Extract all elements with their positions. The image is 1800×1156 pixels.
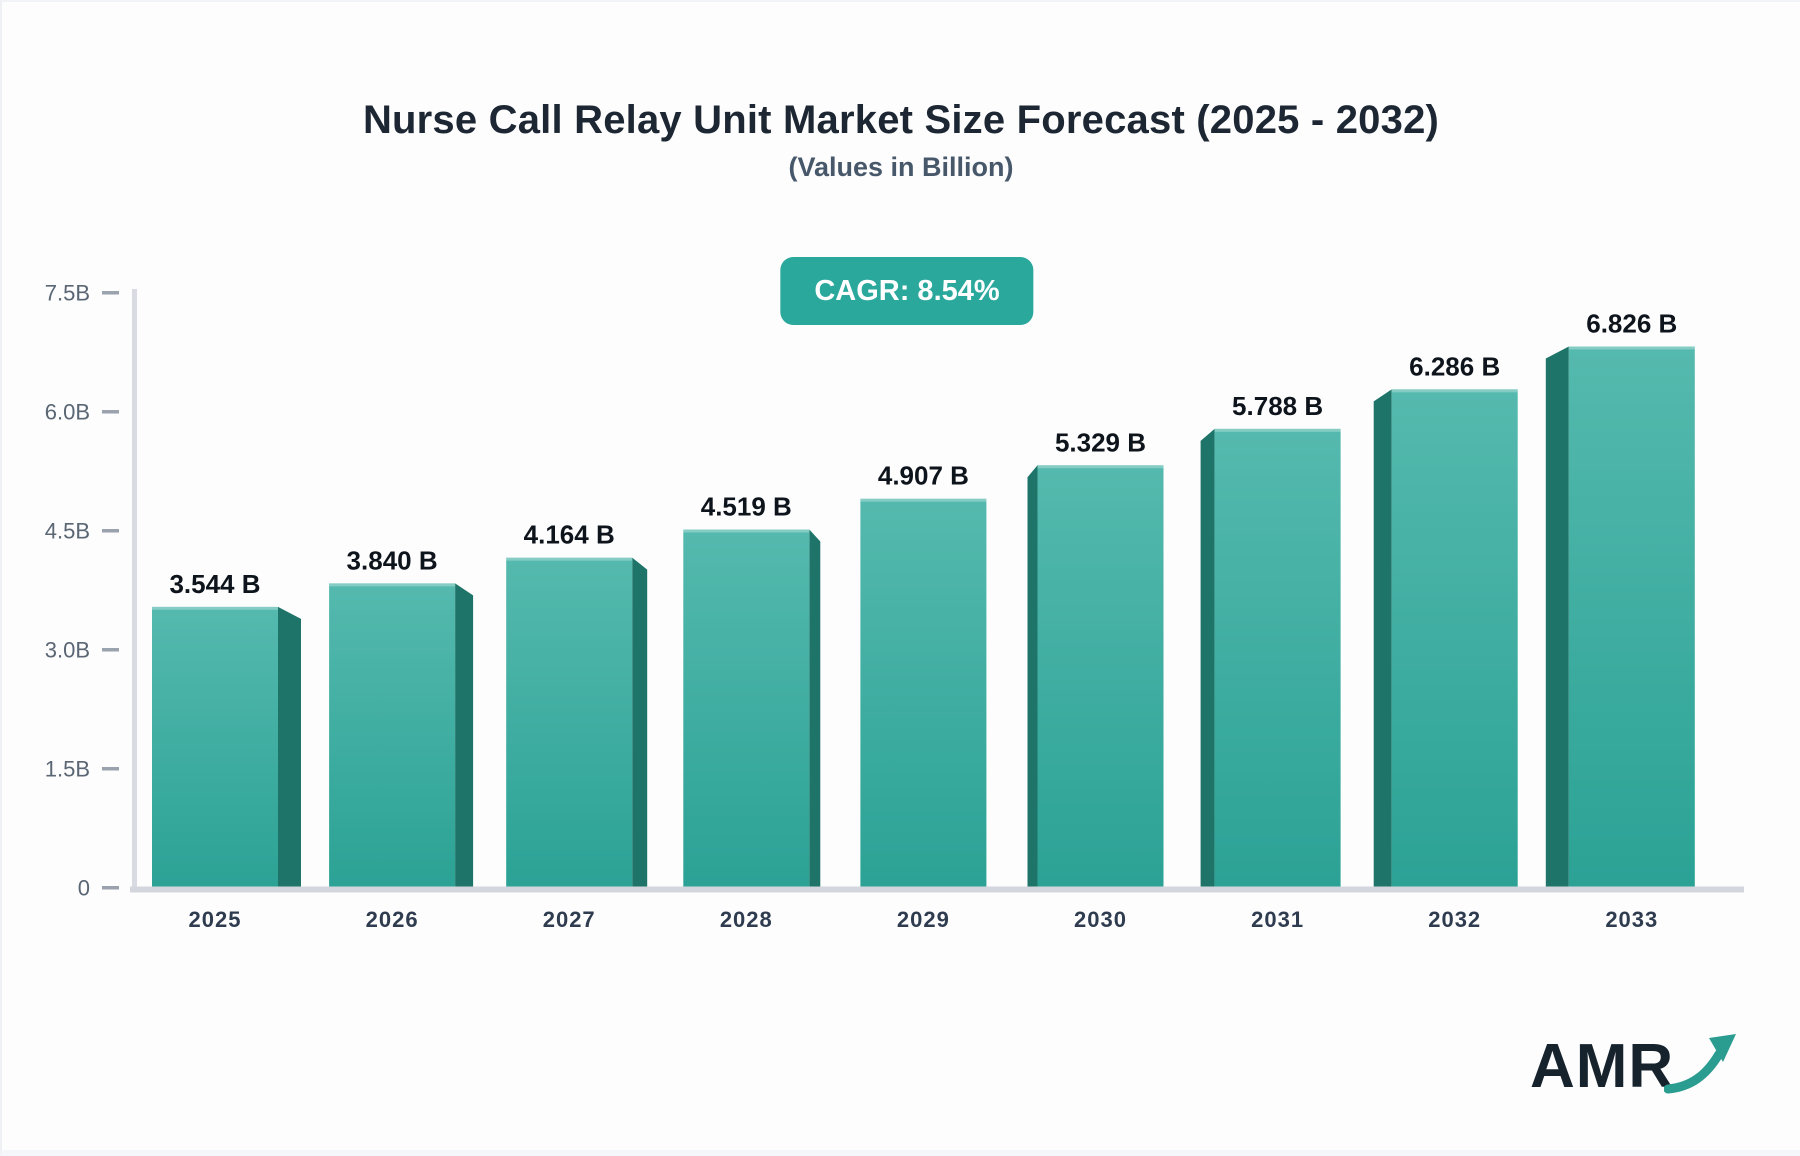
- x-axis-label: 2030: [1074, 907, 1127, 932]
- bar-top-edge: [329, 583, 456, 587]
- bar-front-face: [1568, 346, 1695, 888]
- bar-top-edge: [1214, 428, 1341, 432]
- bar-front-face: [860, 498, 987, 888]
- bar-value-label: 3.544 B: [169, 569, 260, 599]
- bar-group-2029: 4.907 B 2029: [860, 461, 987, 932]
- bar-value-label: 5.788 B: [1232, 391, 1323, 421]
- y-axis-tick-label: 3.0B: [45, 638, 90, 663]
- tick-mark: [102, 410, 119, 414]
- bar-group-2027: 4.164 B 2027: [506, 520, 648, 932]
- bar-top-edge: [1391, 389, 1518, 393]
- tick-mark: [102, 648, 119, 652]
- bar-value-label: 4.907 B: [878, 461, 969, 491]
- tick-mark: [102, 886, 119, 890]
- bar-front-face: [1391, 389, 1518, 888]
- bar-group-2031: 5.788 B 2031: [1200, 391, 1341, 932]
- tick-mark: [102, 529, 119, 533]
- logo-text: AMR: [1530, 1032, 1675, 1101]
- x-axis-label: 2026: [366, 907, 419, 932]
- y-axis-tick-label: 0: [78, 876, 90, 901]
- bar-side-face: [1545, 346, 1569, 888]
- y-axis-line: [132, 289, 137, 888]
- bar-side-face: [809, 529, 821, 888]
- bar-top-edge: [683, 529, 810, 533]
- tick-mark: [102, 291, 119, 295]
- x-axis-label: 2025: [189, 907, 242, 932]
- bar-front-face: [1037, 465, 1164, 888]
- bar-group-2033: 6.826 B 2033: [1545, 308, 1695, 932]
- bar-group-2032: 6.286 B 2032: [1373, 351, 1518, 932]
- bar-value-label: 5.329 B: [1055, 427, 1146, 457]
- bar-top-edge: [506, 557, 633, 561]
- x-axis-label: 2028: [720, 907, 773, 932]
- bar-front-face: [683, 529, 810, 888]
- bar-group-2026: 3.840 B 2026: [329, 545, 474, 932]
- axis-layer: 0 1.5B 3.0B 4.5B 6.0B 7.5B: [45, 281, 137, 901]
- logo-arrow-icon: [1664, 1034, 1737, 1094]
- bar-value-label: 6.286 B: [1409, 351, 1500, 381]
- overlay-layer: [130, 886, 1744, 893]
- bar-front-face: [1214, 428, 1341, 888]
- x-axis-label: 2029: [897, 907, 950, 932]
- chart-subtitle: (Values in Billion): [788, 152, 1014, 182]
- y-axis-tick-label: 4.5B: [45, 519, 90, 544]
- y-axis-tick-label: 6.0B: [45, 400, 90, 425]
- y-axis-tick-label: 7.5B: [45, 281, 90, 306]
- x-axis-label: 2032: [1428, 907, 1481, 932]
- bar-side-face: [1027, 465, 1038, 888]
- y-axis-tick-label: 1.5B: [45, 757, 90, 782]
- bar-side-face: [1200, 428, 1215, 888]
- bar-group-2028: 4.519 B 2028: [683, 492, 821, 932]
- bar-top-edge: [860, 498, 987, 502]
- bar-top-edge: [152, 606, 278, 610]
- bar-value-label: 6.826 B: [1586, 308, 1677, 338]
- bar-value-label: 4.164 B: [524, 520, 615, 550]
- tick-mark: [102, 767, 119, 771]
- bar-side-face: [278, 606, 301, 888]
- bar-side-face: [632, 557, 648, 888]
- bar-group-2025: 3.544 B 2025: [152, 569, 301, 932]
- bar-side-face: [1373, 389, 1392, 888]
- bar-front-face: [152, 606, 278, 888]
- bar-side-face: [455, 583, 474, 888]
- bar-front-face: [506, 557, 633, 888]
- bar-front-face: [329, 583, 456, 888]
- bar-group-2030: 5.329 B 2030: [1027, 427, 1164, 932]
- bars-layer: 3.544 B 2025 3.840 B 2026 4.164 B 2027 4.519 B…: [152, 308, 1695, 932]
- chart-title: Nurse Call Relay Unit Market Size Foreca…: [362, 98, 1440, 142]
- cagr-badge: CAGR: 8.54%: [780, 257, 1034, 325]
- axis-baseline: [130, 886, 1744, 893]
- x-axis-label: 2031: [1251, 907, 1304, 932]
- x-axis-label: 2033: [1605, 907, 1658, 932]
- bar-top-edge: [1037, 465, 1164, 469]
- bar-top-edge: [1568, 346, 1695, 350]
- amr-logo: AMR: [1530, 1032, 1738, 1098]
- x-axis-label: 2027: [543, 907, 596, 932]
- bar-value-label: 4.519 B: [701, 492, 792, 522]
- bar-value-label: 3.840 B: [347, 545, 438, 575]
